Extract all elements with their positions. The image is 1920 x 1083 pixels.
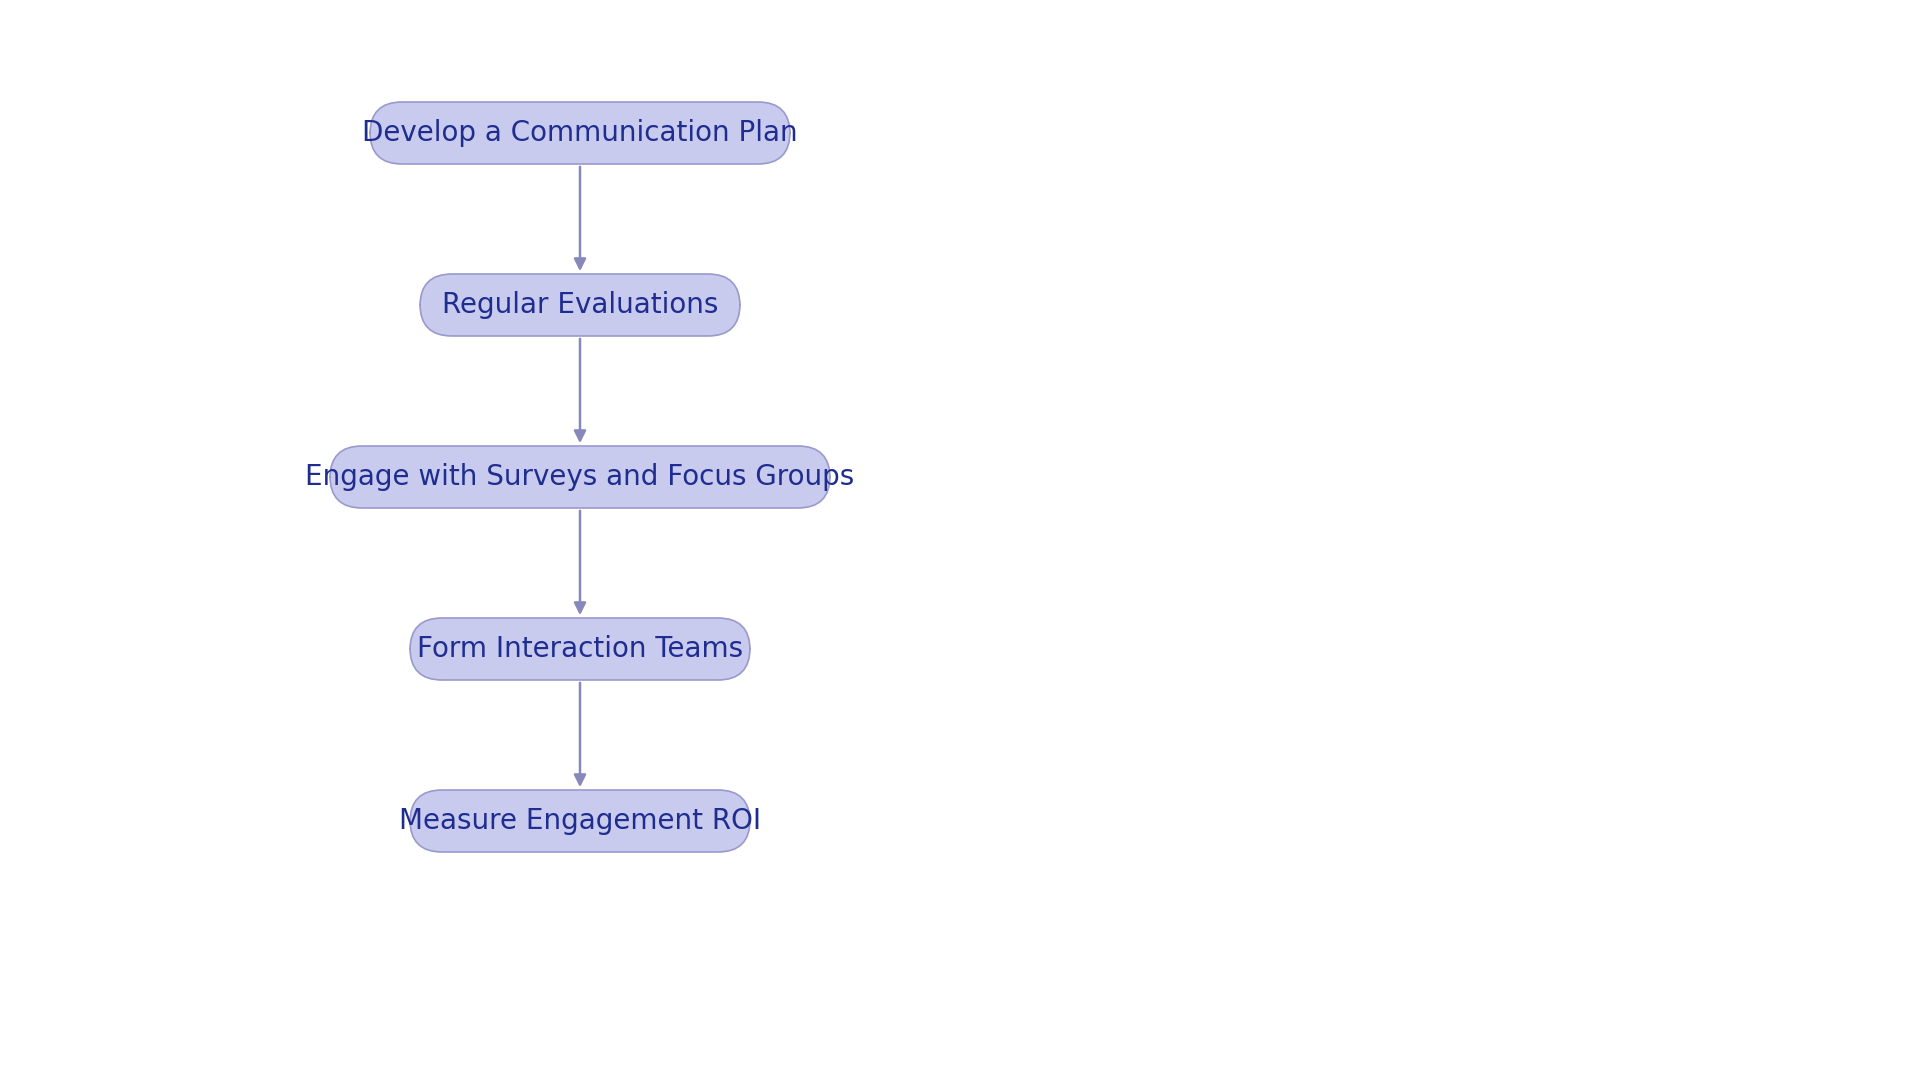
Text: Regular Evaluations: Regular Evaluations (442, 291, 718, 319)
Text: Measure Engagement ROI: Measure Engagement ROI (399, 807, 760, 835)
FancyBboxPatch shape (411, 790, 751, 852)
FancyBboxPatch shape (420, 274, 739, 336)
Text: Engage with Surveys and Focus Groups: Engage with Surveys and Focus Groups (305, 464, 854, 491)
Text: Develop a Communication Plan: Develop a Communication Plan (363, 119, 799, 147)
FancyBboxPatch shape (411, 618, 751, 680)
FancyBboxPatch shape (371, 102, 789, 164)
FancyBboxPatch shape (330, 446, 829, 508)
Text: Form Interaction Teams: Form Interaction Teams (417, 635, 743, 663)
